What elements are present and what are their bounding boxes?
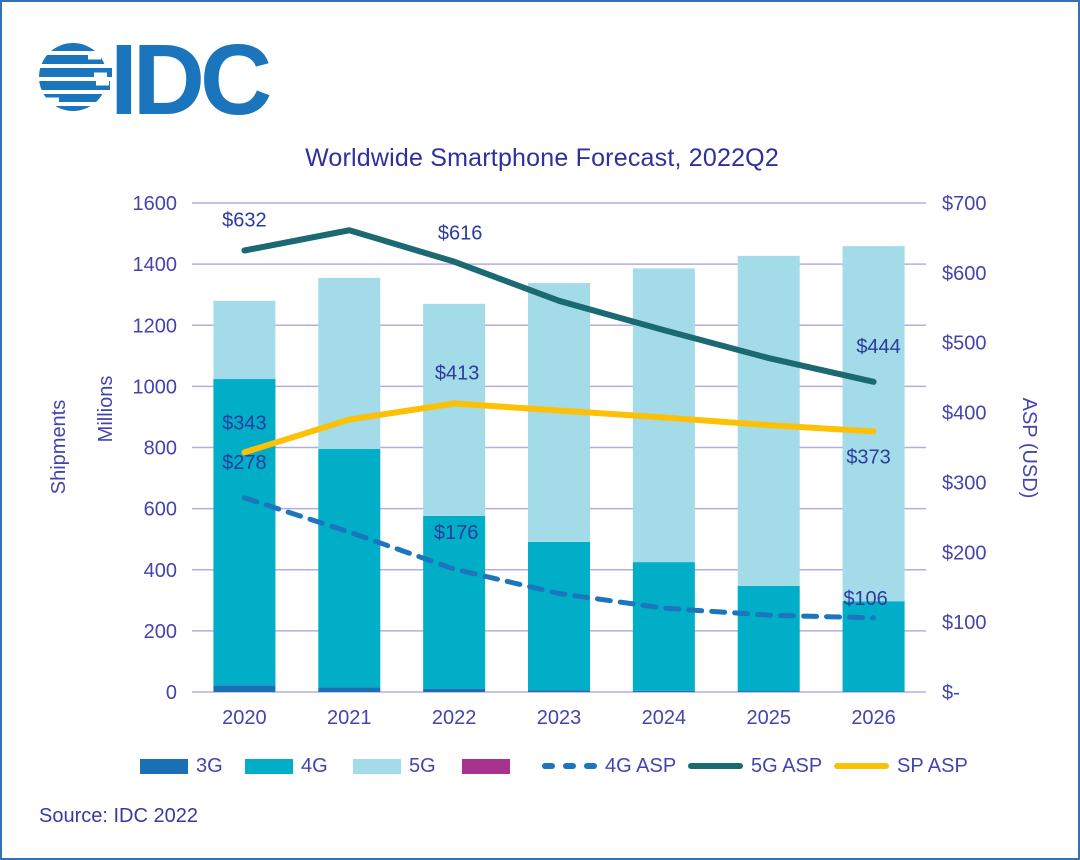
bar-4g-2021 <box>318 449 381 688</box>
x-tick-label: 2023 <box>537 707 582 729</box>
data-label-4g-asp-2020: $278 <box>222 452 267 474</box>
bar-3g-2021 <box>318 687 381 692</box>
x-axis-labels: 2020 2021 2022 2023 2024 2025 2026 <box>222 707 896 729</box>
legend-swatch <box>834 763 889 769</box>
idc-logo: IDC <box>39 36 275 121</box>
data-labels: $632 $616 $444 $343 $413 $373 $278 $176 $106 <box>222 210 901 610</box>
bar-3g-2020 <box>213 685 276 692</box>
left-axis-units-label: Millions <box>95 376 117 443</box>
right-axis-title: ASP (USD) <box>1018 398 1040 499</box>
data-label-sp-asp-2020: $343 <box>222 412 267 434</box>
idc-logo-text: IDC <box>110 36 270 121</box>
x-tick-label: 2022 <box>432 707 477 729</box>
left-axis-ticks: 0 200 400 600 800 1000 1200 1400 1600 <box>133 193 178 704</box>
idc-globe-icon <box>39 43 112 111</box>
legend-label: 4G ASP <box>605 754 677 777</box>
legend-swatch <box>542 763 597 769</box>
stacked-bars <box>213 246 905 692</box>
right-tick-label: $- <box>942 682 960 704</box>
left-tick-label: 0 <box>166 682 177 704</box>
bar-5g-2020 <box>213 300 276 380</box>
data-label-5g-asp-2020: $632 <box>222 210 267 232</box>
left-tick-label: 200 <box>144 621 177 643</box>
data-label-sp-asp-2026: $373 <box>846 446 891 468</box>
legend-swatch <box>462 758 510 774</box>
legend-item-5g: 5G <box>353 754 436 778</box>
bar-4g-2023 <box>528 541 590 691</box>
legend-swatch <box>688 763 743 769</box>
legend-item-4g: 4G <box>245 754 328 778</box>
source-note: Source: IDC 2022 <box>39 805 198 827</box>
line-4g-asp <box>241 495 877 621</box>
data-label-5g-asp-2026: $444 <box>856 336 901 358</box>
left-axis-title: Shipments <box>48 400 70 495</box>
right-tick-label: $700 <box>942 193 987 215</box>
bar-5g-2022 <box>423 303 486 516</box>
bar-3g-2026 <box>842 691 905 692</box>
legend-label: 3G <box>196 754 223 777</box>
right-tick-label: $300 <box>942 472 987 494</box>
bar-3g-2024 <box>632 690 695 692</box>
x-tick-label: 2020 <box>222 707 267 729</box>
legend-label: 5G <box>409 754 436 777</box>
data-label-4g-asp-2026: $106 <box>843 588 888 610</box>
line-5g-asp <box>241 227 877 385</box>
legend-item-4g-asp: 4G ASP <box>542 754 676 778</box>
right-tick-label: $400 <box>942 403 987 425</box>
left-tick-label: 600 <box>144 499 177 521</box>
legend-item-sp-asp: SP ASP <box>834 754 968 778</box>
legend-label: 5G ASP <box>751 754 823 777</box>
legend-label: 4G <box>301 754 328 777</box>
right-tick-label: $500 <box>942 333 987 355</box>
left-tick-label: 1400 <box>133 254 178 276</box>
legend-swatch <box>140 758 188 774</box>
bar-3g-2022 <box>423 688 486 692</box>
right-tick-label: $100 <box>942 612 987 634</box>
x-tick-label: 2025 <box>746 707 791 729</box>
left-tick-label: 1200 <box>133 315 178 337</box>
left-tick-label: 1000 <box>133 376 178 398</box>
bar-4g-2026 <box>842 601 905 692</box>
bar-4g-2024 <box>632 562 695 691</box>
legend-swatch <box>245 758 293 774</box>
legend-swatch <box>353 758 401 774</box>
data-label-4g-asp-2022: $176 <box>434 522 479 544</box>
legend-label: SP ASP <box>897 754 968 777</box>
left-tick-label: 1600 <box>133 193 178 215</box>
data-label-5g-asp-2022: $616 <box>438 223 483 245</box>
legend-item-unnamed <box>462 754 510 778</box>
right-tick-label: $200 <box>942 542 987 564</box>
bar-3g-2025 <box>737 691 800 692</box>
left-tick-label: 400 <box>144 560 177 582</box>
legend-item-3g: 3G <box>140 754 223 778</box>
bar-4g-2020 <box>213 379 276 686</box>
x-tick-label: 2021 <box>327 707 372 729</box>
right-tick-label: $600 <box>942 263 987 285</box>
legend-item-5g-asp: 5G ASP <box>688 754 822 778</box>
bar-3g-2023 <box>528 690 590 692</box>
data-label-sp-asp-2022: $413 <box>435 362 480 384</box>
x-tick-label: 2026 <box>851 707 896 729</box>
bar-5g-2026 <box>842 246 905 602</box>
right-axis-ticks: $- $100 $200 $300 $400 $500 $600 $700 <box>942 193 987 704</box>
bar-4g-2022 <box>423 515 486 689</box>
bar-4g-2025 <box>737 585 800 692</box>
line-series <box>241 227 877 621</box>
line-sp-asp <box>241 400 877 456</box>
chart-title: Worldwide Smartphone Forecast, 2022Q2 <box>305 144 779 172</box>
left-tick-label: 800 <box>144 438 177 460</box>
x-tick-label: 2024 <box>642 707 687 729</box>
